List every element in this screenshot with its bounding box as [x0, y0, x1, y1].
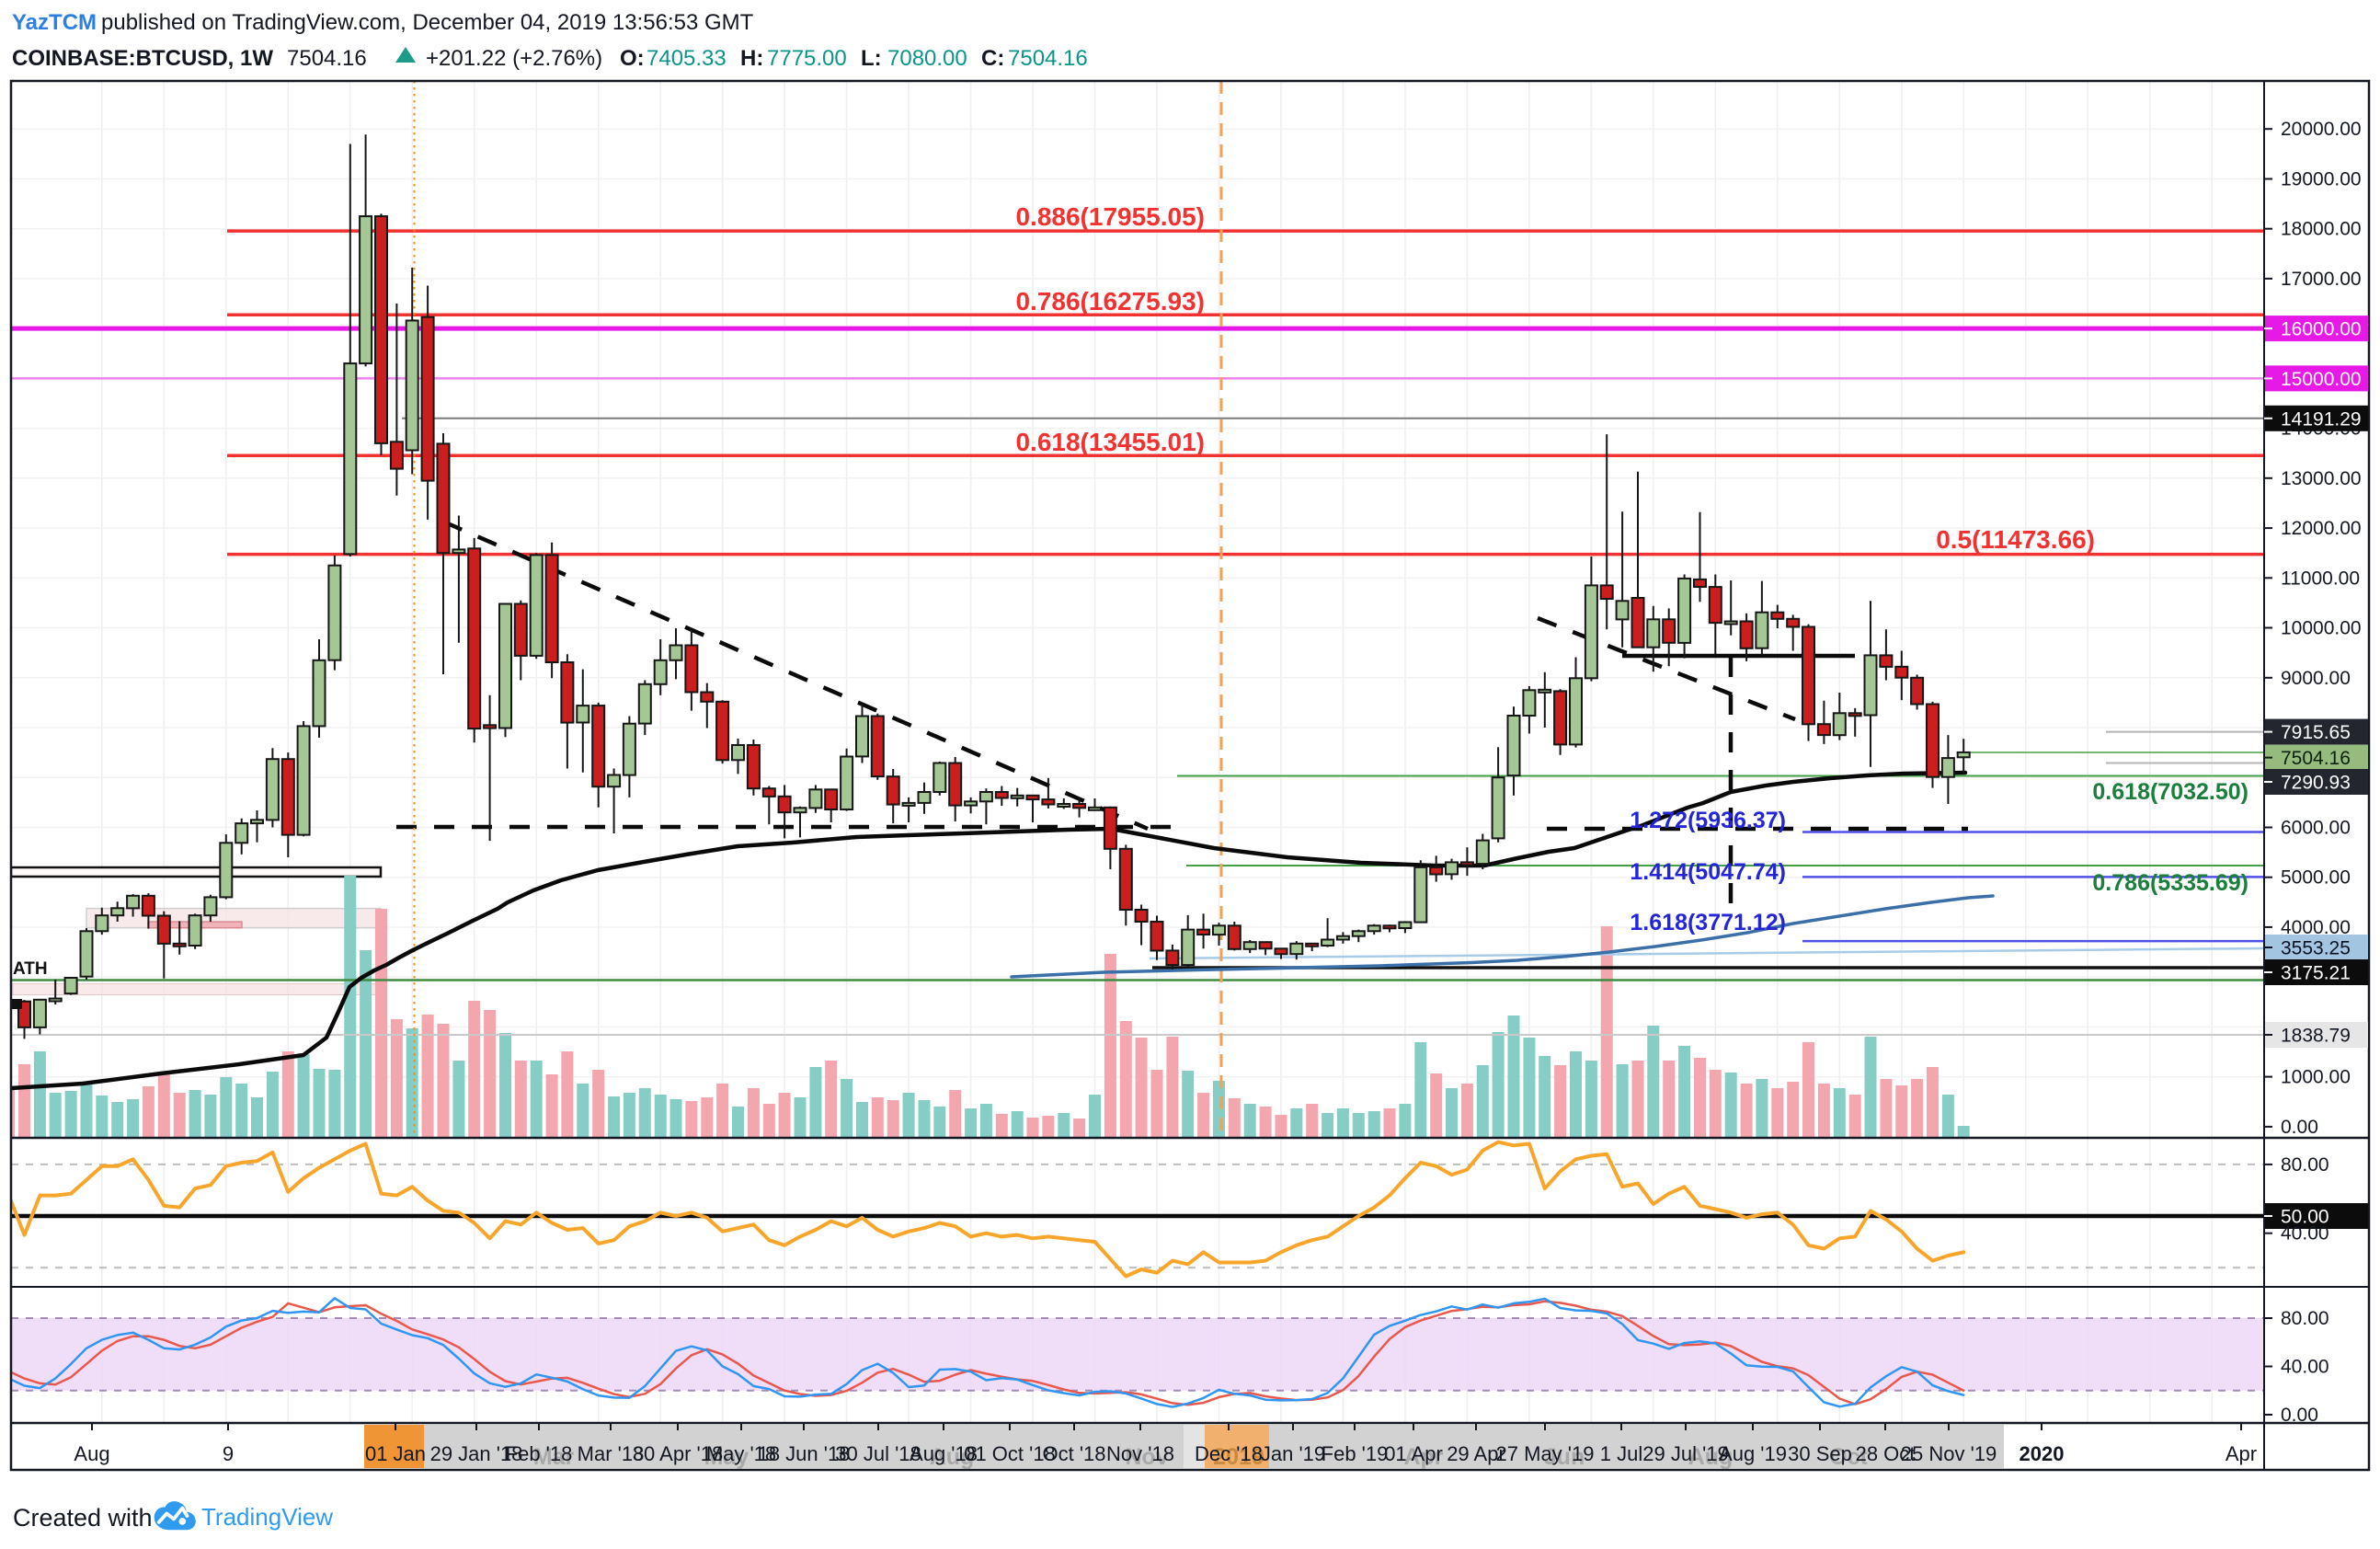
svg-text:18 Jun '18: 18 Jun '18: [758, 1442, 851, 1465]
svg-text:Aug: Aug: [930, 1444, 975, 1470]
svg-text:9000.00: 9000.00: [2281, 668, 2351, 689]
svg-text:40.00: 40.00: [2281, 1357, 2329, 1378]
svg-text:0.5(11473.66): 0.5(11473.66): [1936, 525, 2095, 554]
svg-text:Jan '19: Jan '19: [1261, 1442, 1325, 1465]
svg-text:Aug: Aug: [74, 1442, 109, 1465]
svg-text:20000.00: 20000.00: [2281, 119, 2362, 140]
svg-text:7504.16: 7504.16: [2281, 748, 2351, 769]
svg-text:27 May '19: 27 May '19: [1496, 1442, 1595, 1465]
svg-text:6000.00: 6000.00: [2281, 818, 2351, 839]
svg-text:Nov: Nov: [1125, 1444, 1168, 1470]
svg-text:5000.00: 5000.00: [2281, 867, 2351, 889]
svg-text:80.00: 80.00: [2281, 1154, 2329, 1176]
svg-text:Mar '18: Mar '18: [578, 1442, 645, 1465]
svg-text:May '18: May '18: [706, 1442, 776, 1465]
svg-text:+201.22 (+2.76%): +201.22 (+2.76%): [426, 46, 602, 71]
svg-text:2020: 2020: [2020, 1442, 2065, 1465]
svg-text:0.618(7032.50): 0.618(7032.50): [2092, 779, 2248, 805]
svg-text:19000.00: 19000.00: [2281, 169, 2362, 190]
svg-text:Apr: Apr: [1403, 1444, 1443, 1470]
svg-text:1.414(5047.74): 1.414(5047.74): [1630, 859, 1786, 885]
svg-text:7080.00: 7080.00: [887, 46, 967, 71]
svg-text:Apr: Apr: [2226, 1442, 2257, 1465]
svg-text:7504.16: 7504.16: [287, 46, 367, 71]
svg-text:14191.29: 14191.29: [2281, 408, 2362, 430]
svg-text:7405.33: 7405.33: [646, 46, 727, 71]
svg-text:7915.65: 7915.65: [2281, 722, 2351, 743]
svg-text:C:: C:: [981, 46, 1004, 71]
svg-text:1838.79: 1838.79: [2281, 1026, 2351, 1047]
svg-text:12000.00: 12000.00: [2281, 518, 2362, 539]
svg-text:L:: L:: [861, 46, 882, 71]
svg-text:40.00: 40.00: [2281, 1223, 2329, 1245]
svg-text:O:: O:: [620, 46, 645, 71]
svg-text:30 Jul '18: 30 Jul '18: [835, 1442, 921, 1465]
svg-text:17000.00: 17000.00: [2281, 269, 2362, 290]
svg-text:80.00: 80.00: [2281, 1308, 2329, 1329]
svg-text:16000.00: 16000.00: [2281, 319, 2362, 340]
svg-text:Created with: Created with: [13, 1504, 153, 1532]
svg-text:30 Apr '18: 30 Apr '18: [633, 1442, 723, 1465]
svg-text:29 Jul '19: 29 Jul '19: [1642, 1442, 1729, 1465]
svg-text:0.786(16275.93): 0.786(16275.93): [1015, 287, 1205, 316]
svg-text:Nov '18: Nov '18: [1106, 1442, 1174, 1465]
svg-text:28 Oct: 28 Oct: [1856, 1442, 1916, 1465]
svg-text:H:: H:: [740, 46, 763, 71]
svg-text:9: 9: [223, 1442, 234, 1465]
svg-text:0.618(13455.01): 0.618(13455.01): [1015, 428, 1205, 456]
svg-text:7504.16: 7504.16: [1008, 46, 1088, 71]
svg-text:29 Apr: 29 Apr: [1447, 1442, 1505, 1465]
svg-text:10000.00: 10000.00: [2281, 618, 2362, 639]
svg-text:18000.00: 18000.00: [2281, 219, 2362, 240]
svg-text:ATH: ATH: [13, 959, 48, 979]
svg-text:Oct '18: Oct '18: [1042, 1442, 1105, 1465]
svg-text:50.00: 50.00: [2281, 1207, 2329, 1228]
svg-text:Feb '19: Feb '19: [1322, 1442, 1389, 1465]
svg-text:Mar: Mar: [533, 1444, 575, 1470]
svg-text:YazTCM: YazTCM: [12, 10, 97, 35]
svg-text:3553.25: 3553.25: [2281, 938, 2351, 959]
svg-text:Jun: Jun: [1544, 1444, 1585, 1470]
svg-text:COINBASE:BTCUSD, 1W: COINBASE:BTCUSD, 1W: [12, 46, 273, 71]
svg-text:TradingView: TradingView: [201, 1503, 333, 1531]
svg-text:29 Jan '18: 29 Jan '18: [430, 1442, 523, 1465]
svg-text:3175.21: 3175.21: [2281, 963, 2351, 984]
svg-text:11000.00: 11000.00: [2281, 568, 2360, 589]
svg-text:7775.00: 7775.00: [767, 46, 847, 71]
svg-text:1000.00: 1000.00: [2281, 1067, 2351, 1088]
svg-text:01 Apr: 01 Apr: [1384, 1442, 1443, 1465]
svg-text:1.272(5936.37): 1.272(5936.37): [1630, 808, 1786, 833]
svg-text:15000.00: 15000.00: [2281, 369, 2362, 390]
svg-text:4000.00: 4000.00: [2281, 917, 2351, 938]
svg-text:0.786(5335.69): 0.786(5335.69): [2092, 870, 2248, 896]
svg-text:0.00: 0.00: [2281, 1405, 2318, 1426]
svg-text:1 Jul: 1 Jul: [1600, 1442, 1642, 1465]
svg-text:01 Oct '18: 01 Oct '18: [964, 1442, 1056, 1465]
svg-text:Feb '18: Feb '18: [506, 1442, 573, 1465]
svg-text:May: May: [704, 1444, 749, 1470]
svg-text:30 Sep: 30 Sep: [1788, 1442, 1852, 1465]
svg-text:Aug: Aug: [1688, 1444, 1734, 1470]
svg-text:7290.93: 7290.93: [2281, 773, 2351, 794]
svg-text:01 Jan: 01 Jan: [365, 1442, 426, 1465]
svg-text:Oct: Oct: [1829, 1444, 1868, 1470]
svg-text:0.00: 0.00: [2281, 1117, 2318, 1138]
svg-text:published on TradingView.com,: published on TradingView.com, December 0…: [101, 10, 754, 35]
svg-text:25 Nov '19: 25 Nov '19: [1901, 1442, 1997, 1465]
svg-text:1.618(3771.12): 1.618(3771.12): [1630, 910, 1786, 935]
svg-text:0.886(17955.05): 0.886(17955.05): [1015, 202, 1205, 231]
svg-text:13000.00: 13000.00: [2281, 468, 2362, 489]
svg-text:2019: 2019: [1213, 1444, 1264, 1470]
svg-text:Aug '18: Aug '18: [910, 1442, 978, 1465]
svg-text:Dec '18: Dec '18: [1195, 1442, 1263, 1465]
svg-text:Aug '19: Aug '19: [1719, 1442, 1787, 1465]
